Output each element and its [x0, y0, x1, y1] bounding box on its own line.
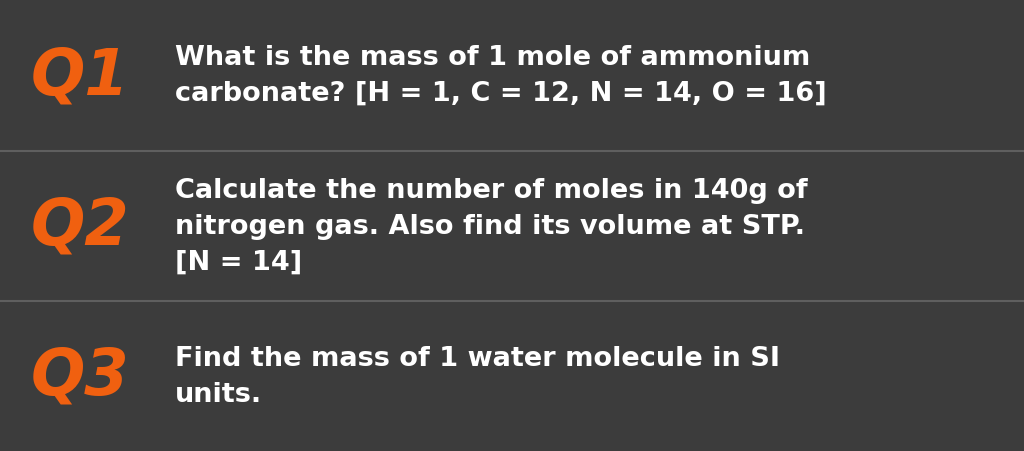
- Text: What is the mass of 1 mole of ammonium
carbonate? [H = 1, C = 12, N = 14, O = 16: What is the mass of 1 mole of ammonium c…: [175, 45, 826, 107]
- Text: Calculate the number of moles in 140g of
nitrogen gas. Also find its volume at S: Calculate the number of moles in 140g of…: [175, 178, 808, 276]
- Text: Q2: Q2: [31, 196, 129, 258]
- Text: Q1: Q1: [31, 45, 129, 107]
- Text: Q3: Q3: [31, 345, 129, 407]
- Text: Find the mass of 1 water molecule in SI
units.: Find the mass of 1 water molecule in SI …: [175, 345, 780, 407]
